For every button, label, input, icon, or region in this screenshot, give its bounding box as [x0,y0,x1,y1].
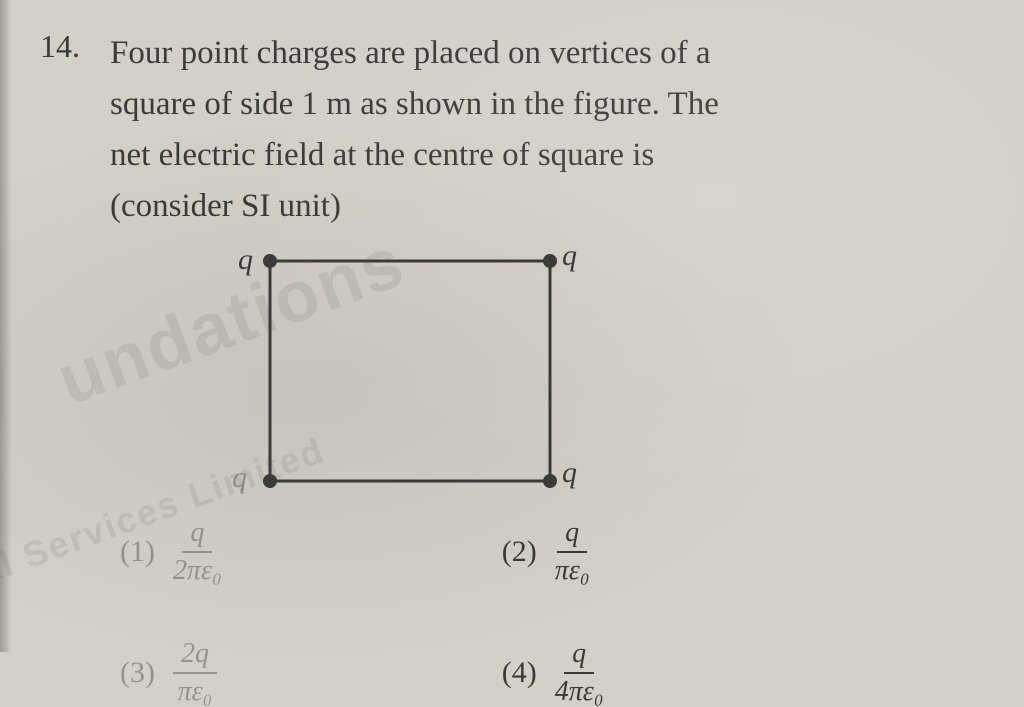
question-text: Four point charges are placed on vertice… [110,28,984,233]
charge-top-left: q [238,243,253,277]
option-2: (2) q πε₀ [502,519,604,585]
charge-bottom-right: q [562,456,577,490]
charge-top-right: q [562,239,577,273]
option-4-numerator: q [564,640,594,674]
question-line-1: Four point charges are placed on vertice… [110,35,711,71]
square-svg [260,251,570,491]
option-1-number: (1) [120,535,155,569]
figure-container: q q q q [260,251,984,491]
question-line-2: square of side 1 m as shown in the figur… [110,86,719,122]
charge-bottom-left: q [232,461,247,495]
option-1: (1) q 2πε₀ [120,519,222,585]
option-3-denominator: πε₀ [178,674,213,706]
option-2-numerator: q [557,519,587,553]
page-left-shadow [0,0,12,652]
question-line-4: (consider SI unit) [110,188,341,224]
question-number: 14. [40,28,90,233]
option-3-numerator: 2q [173,640,217,674]
option-3: (3) 2q πε₀ [120,640,222,706]
option-3-number: (3) [120,656,155,690]
question-block: 14. Four point charges are placed on ver… [40,28,984,233]
options-grid: (1) q 2πε₀ (3) 2q πε₀ (2) q πε₀ (4) q [120,519,984,706]
option-1-fraction: q 2πε₀ [173,519,222,585]
option-4-denominator: 4πε₀ [555,674,604,706]
option-2-denominator: πε₀ [555,553,590,585]
option-1-denominator: 2πε₀ [173,553,222,585]
option-2-number: (2) [502,535,537,569]
options-left-col: (1) q 2πε₀ (3) 2q πε₀ [120,519,222,706]
option-2-fraction: q πε₀ [555,519,590,585]
option-4-number: (4) [502,656,537,690]
question-line-3: net electric field at the centre of squa… [110,137,654,173]
option-3-fraction: 2q πε₀ [173,640,217,706]
option-4: (4) q 4πε₀ [502,640,604,706]
options-right-col: (2) q πε₀ (4) q 4πε₀ [502,519,604,706]
option-4-fraction: q 4πε₀ [555,640,604,706]
square-diagram: q q q q [260,251,570,491]
option-1-numerator: q [182,519,212,553]
